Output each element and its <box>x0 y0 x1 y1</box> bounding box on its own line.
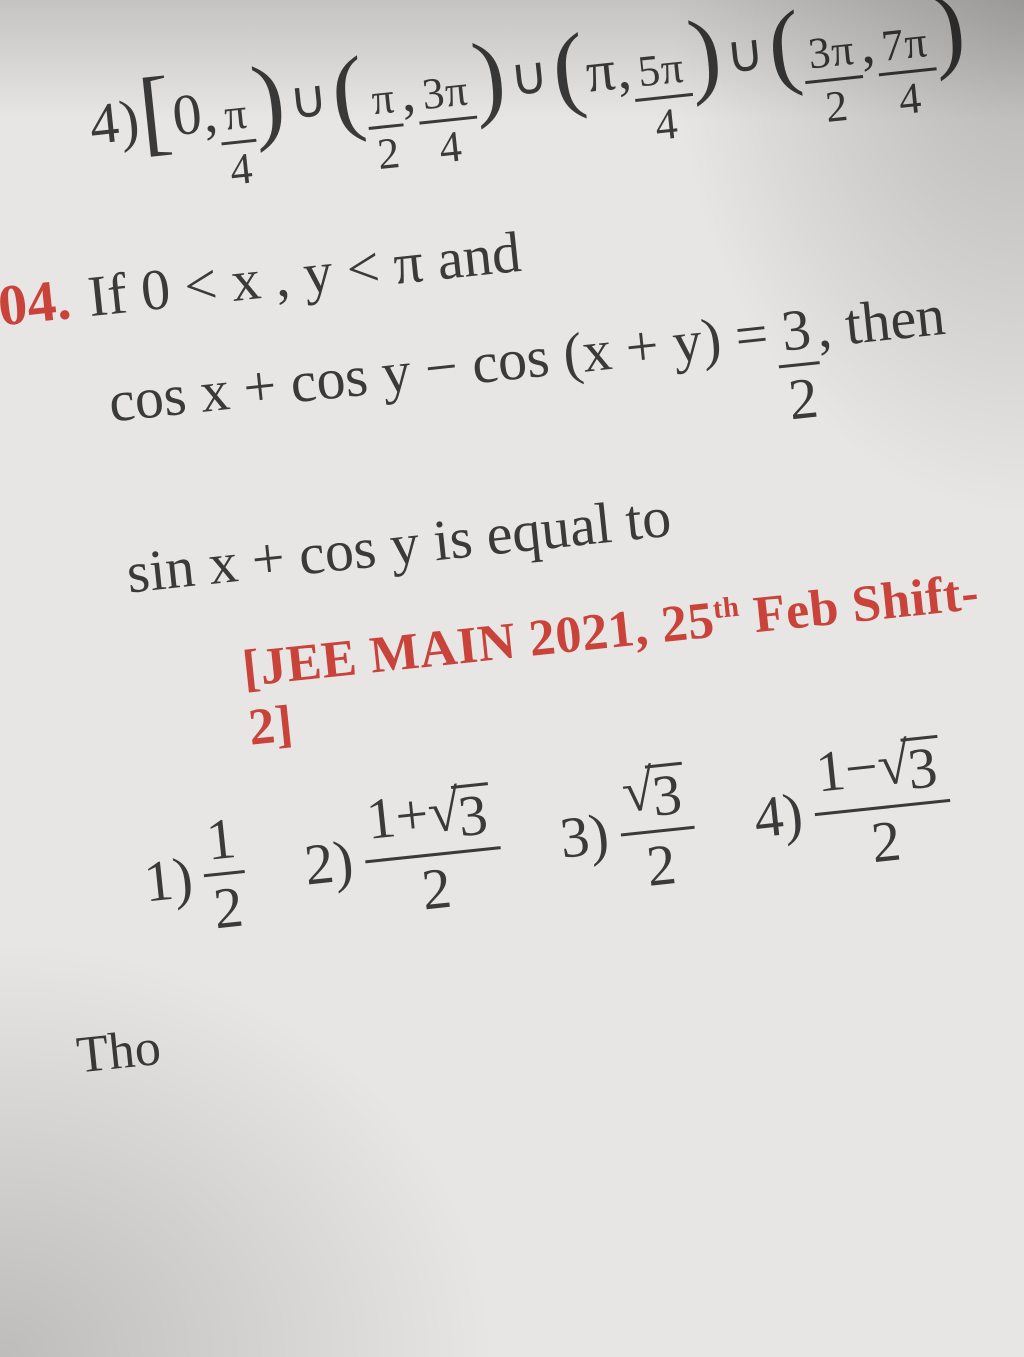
paren-open: ( <box>553 66 586 69</box>
union-symbol: ∪ <box>723 22 768 86</box>
question-number: 04. <box>0 265 74 339</box>
stem-text: cos x + cos y − cos (x + y) = <box>105 300 771 436</box>
next-question-cutoff: Tho <box>74 927 1024 1085</box>
page-container: 4) [ 0, π 4 ) ∪ ( π 2 , 3π 4 ) ∪ ( π, 5π… <box>0 0 1024 1357</box>
option-label: 4) <box>751 779 806 851</box>
options-row: 1) 1 2 2) 1+√3 2 3) √3 2 <box>137 724 1015 948</box>
union-symbol: ∪ <box>507 45 552 109</box>
interval-b: 7π 4 <box>873 20 941 125</box>
cutoff-text: Tho <box>74 1018 163 1085</box>
interval-a: 3π 2 <box>800 27 868 132</box>
paren-close: ) <box>473 74 506 77</box>
option-fraction: 1+√3 2 <box>358 777 508 925</box>
source-prefix: [JEE MAIN 2021, 25 <box>240 592 717 698</box>
paren-close: ) <box>689 52 722 55</box>
question-source: [JEE MAIN 2021, 25th Feb Shift-2] <box>240 562 997 758</box>
interval-a: π 2 <box>364 76 409 178</box>
source-sup: th <box>711 592 741 626</box>
sqrt: √3 <box>875 731 944 802</box>
sqrt: √3 <box>619 758 688 829</box>
option-fraction: 1−√3 2 <box>807 730 957 878</box>
sqrt: √3 <box>425 778 494 849</box>
paren-open: ( <box>332 89 365 92</box>
interval-b: 5π 4 <box>630 45 698 150</box>
paren-open: ( <box>768 43 801 46</box>
option-3: 3) √3 2 <box>553 757 701 904</box>
union-symbol: ∪ <box>286 68 331 132</box>
option-fraction: 1 2 <box>198 808 252 939</box>
option-label: 3) <box>557 799 612 871</box>
stem-text: sin x + cos y is equal to <box>123 483 674 607</box>
stem-tail: , then <box>813 281 948 361</box>
interval-b: 3π 4 <box>414 68 482 173</box>
paren-open: [ <box>139 109 172 112</box>
option-1: 1) 1 2 <box>138 808 252 945</box>
option-2: 2) 1+√3 2 <box>298 777 508 931</box>
option-fraction: √3 2 <box>613 757 701 898</box>
option-label: 2) <box>301 826 356 898</box>
option-label: 1) <box>141 843 196 915</box>
stem-text: If 0 < x , y < π and <box>85 218 524 330</box>
paren-close: ) <box>252 98 285 101</box>
paren-close: ) <box>932 26 965 29</box>
option-label: 4) <box>86 86 143 158</box>
prev-question-option-4: 4) [ 0, π 4 ) ∪ ( π 2 , 3π 4 ) ∪ ( π, 5π… <box>86 3 938 207</box>
option-4: 4) 1−√3 2 <box>747 730 957 884</box>
